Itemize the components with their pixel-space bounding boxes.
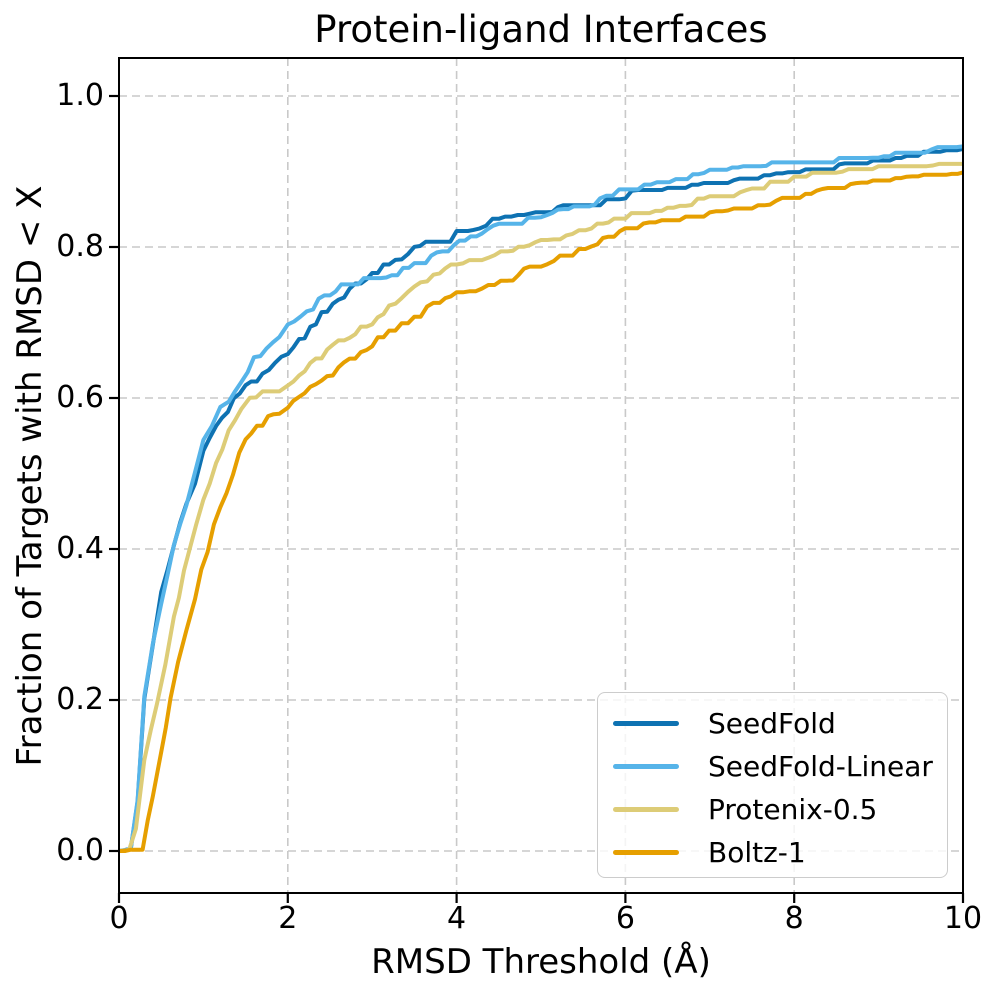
axes-spines	[118, 57, 964, 894]
y-tick-label: 0.0	[56, 833, 104, 868]
legend-item-boltz: Boltz-1	[613, 831, 947, 874]
curve-protenix-0-5	[119, 161, 963, 853]
x-tick-label: 6	[615, 901, 635, 936]
x-axis-label: RMSD Threshold (Å)	[371, 942, 711, 982]
legend-label-seedfold-linear: SeedFold-Linear	[708, 750, 933, 783]
legend: SeedFold SeedFold-Linear Protenix-0.5 Bo…	[597, 692, 948, 878]
legend-line-seedfold	[613, 721, 679, 726]
x-tick-label: 8	[784, 901, 804, 936]
x-tick-label: 10	[943, 901, 983, 936]
y-tick-label: 0.4	[56, 531, 104, 566]
legend-line-boltz	[613, 850, 679, 855]
legend-line-protenix	[613, 807, 679, 812]
axis-ticks	[109, 94, 965, 903]
y-tick-label: 0.2	[56, 682, 104, 717]
legend-line-seedfold-linear	[613, 764, 679, 769]
curve-seedfold-linear	[119, 144, 963, 853]
y-axis-label: Fraction of Targets with RMSD < X	[10, 185, 50, 767]
x-tick-label: 2	[278, 901, 298, 936]
y-tick-label: 0.8	[56, 229, 104, 264]
x-tick-label: 0	[109, 901, 129, 936]
legend-item-protenix: Protenix-0.5	[613, 788, 947, 831]
legend-item-seedfold-linear: SeedFold-Linear	[613, 745, 947, 788]
legend-label-protenix: Protenix-0.5	[708, 793, 878, 826]
y-tick-label: 0.6	[56, 380, 104, 415]
legend-item-seedfold: SeedFold	[613, 702, 947, 745]
legend-label-seedfold: SeedFold	[708, 707, 836, 740]
curve-boltz-1	[119, 170, 963, 853]
data-curves	[119, 144, 963, 853]
y-tick-label: 1.0	[56, 78, 104, 113]
chart-title: Protein-ligand Interfaces	[314, 8, 768, 51]
legend-label-boltz: Boltz-1	[708, 836, 806, 869]
x-tick-label: 4	[447, 901, 467, 936]
